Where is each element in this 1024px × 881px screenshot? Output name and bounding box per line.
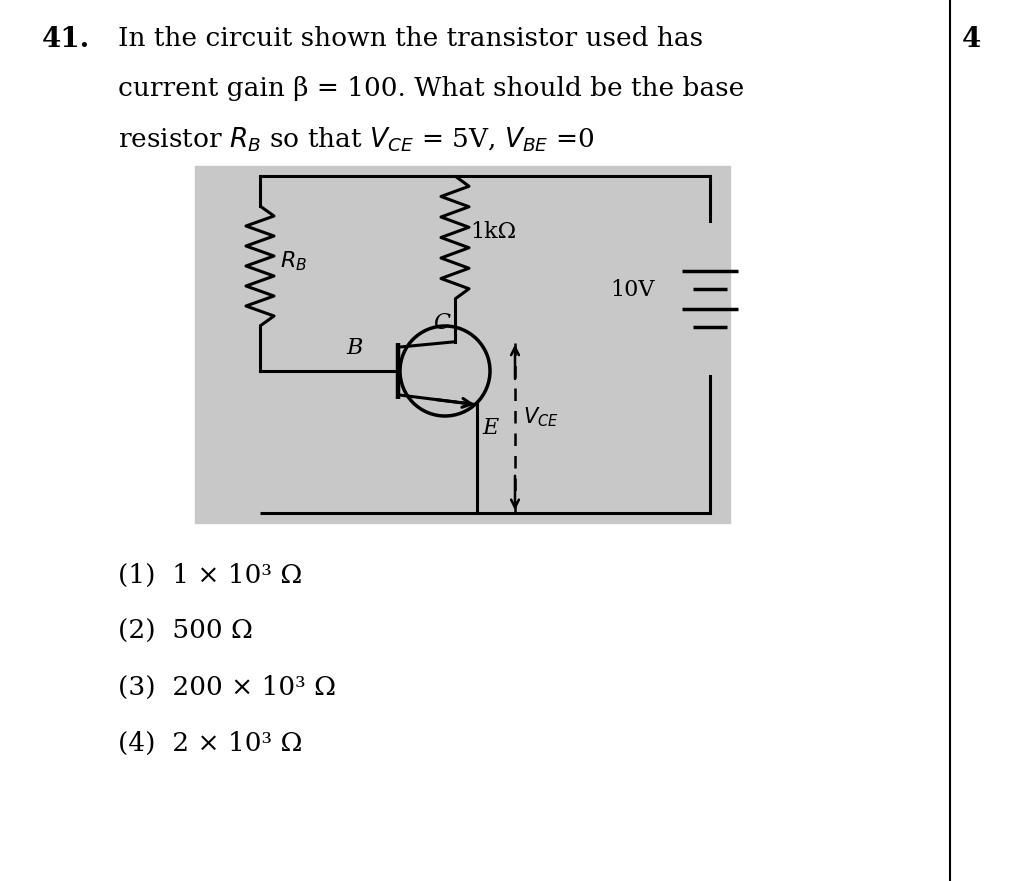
- Text: resistor $R_B$ so that $V_{CE}$ = 5V, $V_{BE}$ =0: resistor $R_B$ so that $V_{CE}$ = 5V, $V…: [118, 126, 595, 154]
- FancyBboxPatch shape: [195, 166, 730, 523]
- Text: 4: 4: [962, 26, 981, 53]
- Text: $V_{CE}$: $V_{CE}$: [523, 405, 559, 429]
- Text: (2)  500 Ω: (2) 500 Ω: [118, 619, 253, 644]
- Text: E: E: [482, 417, 499, 439]
- Text: B: B: [347, 337, 362, 359]
- Text: 10V: 10V: [610, 278, 655, 300]
- Text: In the circuit shown the transistor used has: In the circuit shown the transistor used…: [118, 26, 703, 51]
- Text: $R_B$: $R_B$: [280, 249, 307, 273]
- Text: (3)  200 × 10³ Ω: (3) 200 × 10³ Ω: [118, 675, 336, 700]
- Text: 41.: 41.: [42, 26, 90, 53]
- Text: 1kΩ: 1kΩ: [470, 221, 516, 243]
- Text: (4)  2 × 10³ Ω: (4) 2 × 10³ Ω: [118, 731, 302, 756]
- Text: (1)  1 × 10³ Ω: (1) 1 × 10³ Ω: [118, 563, 302, 588]
- Text: current gain β = 100. What should be the base: current gain β = 100. What should be the…: [118, 76, 744, 101]
- Text: C: C: [433, 312, 450, 334]
